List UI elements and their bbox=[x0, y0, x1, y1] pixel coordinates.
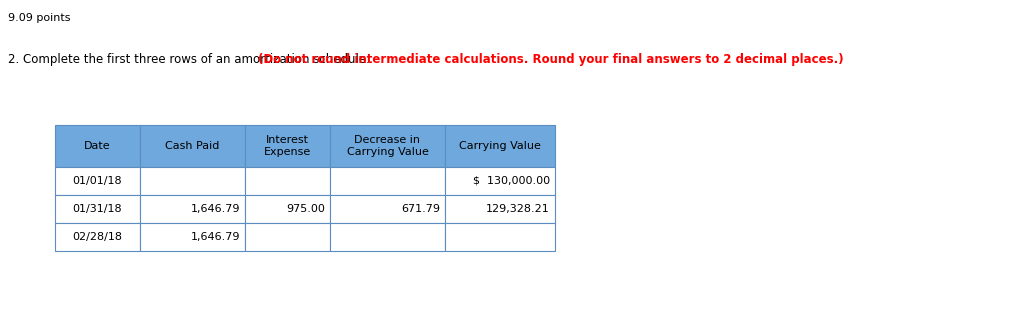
Text: 9.09 points: 9.09 points bbox=[8, 13, 70, 23]
Bar bbox=[445, 167, 555, 195]
Text: 01/01/18: 01/01/18 bbox=[72, 176, 122, 186]
Bar bbox=[55, 125, 140, 167]
Text: 2. Complete the first three rows of an amortization schedule.: 2. Complete the first three rows of an a… bbox=[8, 53, 374, 66]
Text: $  130,000.00: $ 130,000.00 bbox=[473, 176, 550, 186]
Text: Date: Date bbox=[85, 141, 111, 151]
Bar bbox=[245, 125, 330, 167]
Text: Cash Paid: Cash Paid bbox=[165, 141, 220, 151]
Bar bbox=[140, 167, 245, 195]
Text: Carrying Value: Carrying Value bbox=[460, 141, 541, 151]
Bar bbox=[445, 223, 555, 251]
Bar bbox=[55, 195, 140, 223]
Bar bbox=[445, 125, 555, 167]
Bar bbox=[245, 195, 330, 223]
Bar bbox=[140, 195, 245, 223]
Text: 129,328.21: 129,328.21 bbox=[486, 204, 550, 214]
Text: 02/28/18: 02/28/18 bbox=[72, 232, 122, 242]
Bar bbox=[330, 125, 445, 167]
Bar bbox=[55, 167, 140, 195]
Text: 1,646.79: 1,646.79 bbox=[191, 232, 240, 242]
Text: Decrease in
Carrying Value: Decrease in Carrying Value bbox=[346, 135, 428, 157]
Bar bbox=[245, 167, 330, 195]
Text: 01/31/18: 01/31/18 bbox=[72, 204, 122, 214]
Text: (Do not round intermediate calculations. Round your final answers to 2 decimal p: (Do not round intermediate calculations.… bbox=[259, 53, 844, 66]
Bar bbox=[245, 223, 330, 251]
Bar bbox=[330, 167, 445, 195]
Text: 975.00: 975.00 bbox=[286, 204, 325, 214]
Text: 671.79: 671.79 bbox=[401, 204, 440, 214]
Bar bbox=[330, 223, 445, 251]
Bar bbox=[140, 125, 245, 167]
Bar bbox=[445, 195, 555, 223]
Bar bbox=[140, 223, 245, 251]
Bar bbox=[330, 195, 445, 223]
Bar bbox=[55, 223, 140, 251]
Text: 1,646.79: 1,646.79 bbox=[191, 204, 240, 214]
Text: Interest
Expense: Interest Expense bbox=[264, 135, 311, 157]
